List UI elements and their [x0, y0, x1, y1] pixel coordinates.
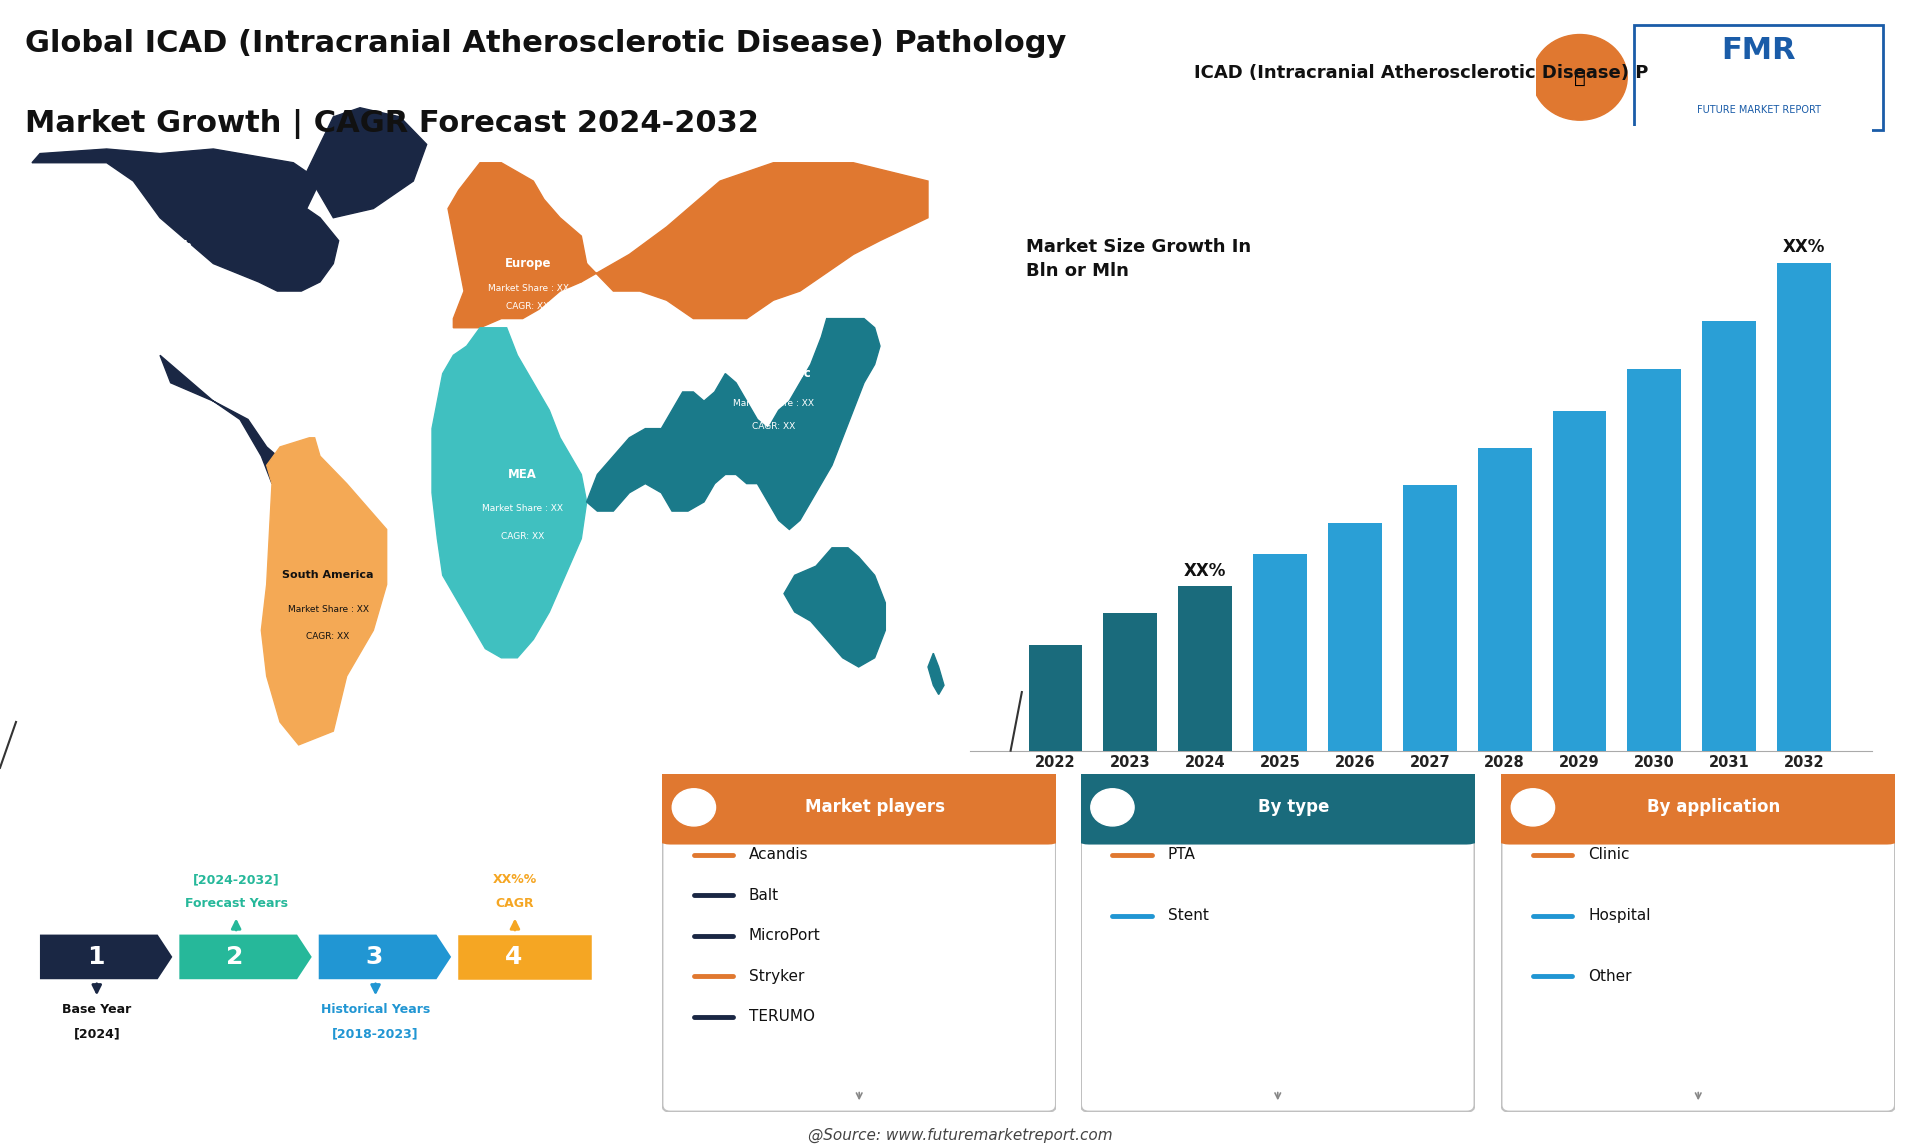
Text: MicroPort: MicroPort — [749, 928, 820, 943]
Text: Europe: Europe — [505, 257, 551, 270]
Polygon shape — [432, 328, 588, 658]
Polygon shape — [159, 355, 276, 484]
Text: Market Size Growth In
Bln or Mln: Market Size Growth In Bln or Mln — [1025, 238, 1250, 280]
Text: 1: 1 — [86, 945, 104, 968]
Text: [2024-2032]: [2024-2032] — [192, 873, 280, 887]
Polygon shape — [33, 149, 338, 291]
Text: Global ICAD (Intracranial Atherosclerotic Disease) Pathology: Global ICAD (Intracranial Atheroscleroti… — [25, 29, 1066, 57]
Text: Market Share : XX: Market Share : XX — [482, 504, 563, 513]
Text: Asia Pacific: Asia Pacific — [735, 367, 812, 380]
Bar — [1628, 369, 1682, 751]
Polygon shape — [783, 548, 885, 667]
Text: CAGR: XX: CAGR: XX — [501, 532, 543, 541]
Polygon shape — [261, 438, 386, 745]
Bar — [1404, 486, 1457, 751]
Text: ICAD (Intracranial Atherosclerotic Disease) P: ICAD (Intracranial Atherosclerotic Disea… — [1194, 64, 1647, 83]
Text: Hospital: Hospital — [1588, 908, 1651, 923]
Text: Stent: Stent — [1167, 908, 1208, 923]
Bar — [1478, 448, 1532, 751]
Circle shape — [1511, 788, 1555, 826]
Text: XX%: XX% — [1185, 562, 1227, 580]
Text: Market Share : XX: Market Share : XX — [733, 399, 814, 408]
FancyBboxPatch shape — [1073, 770, 1482, 845]
Text: Market Growth | CAGR Forecast 2024-2032: Market Growth | CAGR Forecast 2024-2032 — [25, 109, 758, 139]
Text: Clinic: Clinic — [1588, 847, 1630, 862]
Polygon shape — [588, 319, 879, 529]
Text: XX%%: XX%% — [493, 873, 538, 887]
Polygon shape — [457, 933, 593, 981]
Text: Other: Other — [1588, 968, 1632, 984]
Text: Acandis: Acandis — [749, 847, 808, 862]
Text: Market players: Market players — [804, 799, 945, 816]
Text: Balt: Balt — [749, 888, 780, 903]
FancyBboxPatch shape — [662, 777, 1056, 1112]
Text: Stryker: Stryker — [749, 968, 804, 984]
Circle shape — [1091, 788, 1135, 826]
Polygon shape — [38, 933, 175, 981]
Text: XX%: XX% — [1784, 238, 1826, 257]
Text: TERUMO: TERUMO — [749, 1010, 814, 1025]
Text: CAGR: XX: CAGR: XX — [307, 633, 349, 642]
Polygon shape — [447, 163, 588, 328]
Bar — [1778, 262, 1832, 751]
Text: 3: 3 — [365, 945, 382, 968]
Text: CAGR: XX: CAGR: XX — [152, 307, 196, 316]
Bar — [1329, 523, 1382, 751]
Text: 2: 2 — [227, 945, 244, 968]
Text: FUTURE MARKET REPORT: FUTURE MARKET REPORT — [1697, 105, 1820, 116]
Text: [2024]: [2024] — [73, 1028, 121, 1041]
Text: Base Year: Base Year — [61, 1004, 131, 1017]
Text: South America: South America — [282, 571, 374, 580]
Bar — [1553, 411, 1607, 751]
Circle shape — [1532, 34, 1628, 120]
Text: [2018-2023]: [2018-2023] — [332, 1028, 419, 1041]
Text: FMR: FMR — [1720, 37, 1795, 65]
Text: CAGR: CAGR — [495, 897, 534, 910]
Text: 4: 4 — [505, 945, 522, 968]
Circle shape — [672, 788, 716, 826]
FancyBboxPatch shape — [1501, 777, 1895, 1112]
FancyBboxPatch shape — [1081, 777, 1475, 1112]
Polygon shape — [459, 218, 480, 264]
Polygon shape — [582, 163, 927, 319]
Polygon shape — [927, 653, 945, 694]
Bar — [1254, 555, 1308, 751]
FancyBboxPatch shape — [1494, 770, 1903, 845]
Text: Market Share : XX: Market Share : XX — [288, 605, 369, 614]
Text: @Source: www.futuremarketreport.com: @Source: www.futuremarketreport.com — [808, 1129, 1112, 1144]
Bar — [1179, 587, 1233, 751]
FancyBboxPatch shape — [655, 770, 1064, 845]
Text: Historical Years: Historical Years — [321, 1004, 430, 1017]
Text: CAGR: XX: CAGR: XX — [507, 303, 549, 312]
Text: Market Share : XX: Market Share : XX — [132, 289, 213, 298]
Text: By type: By type — [1258, 799, 1329, 816]
Polygon shape — [307, 108, 426, 218]
Polygon shape — [317, 933, 453, 981]
Bar — [1029, 644, 1083, 751]
Text: Market Share : XX: Market Share : XX — [488, 284, 568, 293]
Text: Forecast Years: Forecast Years — [184, 897, 288, 910]
Text: MEA: MEA — [509, 468, 538, 481]
Text: CAGR: XX: CAGR: XX — [753, 422, 795, 431]
Bar — [1104, 613, 1158, 751]
Polygon shape — [177, 933, 313, 981]
Text: North
America: North America — [146, 240, 200, 269]
Text: By application: By application — [1647, 799, 1780, 816]
Text: PTA: PTA — [1167, 847, 1196, 862]
Text: 🔭: 🔭 — [1574, 68, 1586, 87]
Bar — [1703, 321, 1757, 751]
